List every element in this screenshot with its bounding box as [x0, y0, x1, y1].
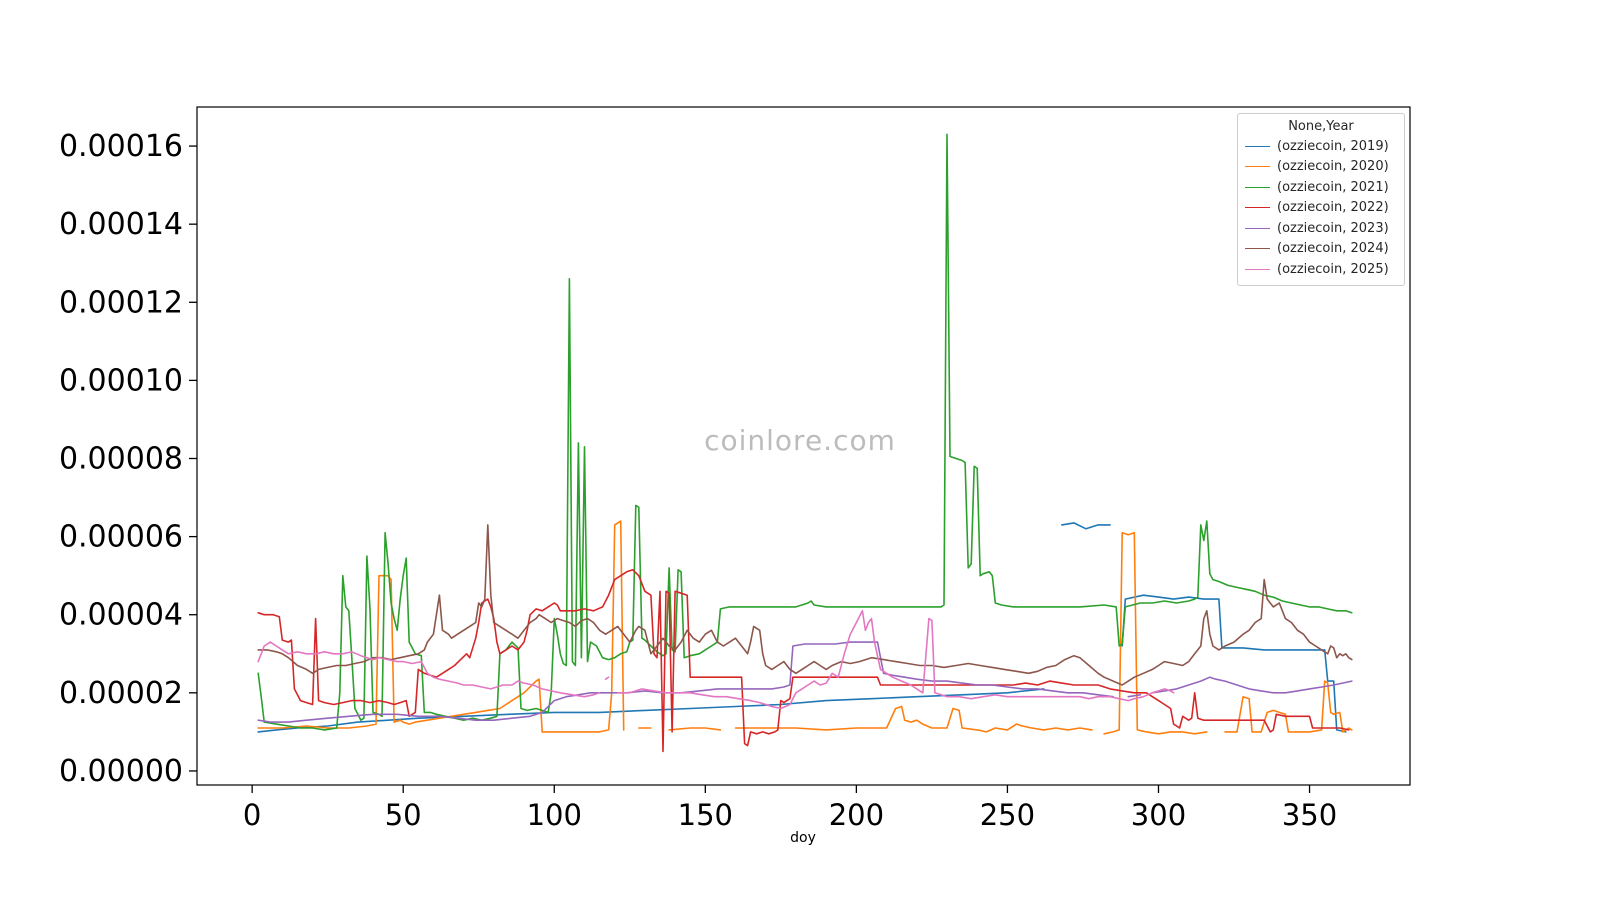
legend-entry-5: (ozziecoin, 2024) [1245, 239, 1397, 260]
x-tick-label: 50 [385, 798, 422, 832]
series-line-2 [257, 133, 1353, 731]
y-tick-label: 0.00004 [59, 598, 183, 633]
plot-border [196, 106, 1411, 786]
legend-label: (ozziecoin, 2022) [1277, 200, 1389, 216]
legend-label: (ozziecoin, 2020) [1277, 159, 1389, 175]
legend-label: (ozziecoin, 2021) [1277, 179, 1389, 195]
series-line-0 [257, 522, 1347, 733]
legend-label: (ozziecoin, 2024) [1277, 241, 1389, 257]
legend-line-swatch [1245, 186, 1270, 188]
y-tick-label: 0.00014 [59, 207, 183, 242]
legend-line-swatch [1245, 227, 1270, 229]
legend-label: (ozziecoin, 2019) [1277, 138, 1389, 154]
legend-entry-6: (ozziecoin, 2025) [1245, 259, 1397, 280]
legend-label: (ozziecoin, 2025) [1277, 261, 1389, 277]
legend-line-swatch [1245, 145, 1270, 147]
y-tick-label: 0.00012 [59, 285, 183, 320]
x-tick-label: 200 [829, 798, 884, 832]
legend-entry-4: (ozziecoin, 2023) [1245, 218, 1397, 239]
y-tick-label: 0.00000 [59, 754, 183, 789]
legend-line-swatch [1245, 207, 1270, 209]
x-tick-label: 150 [678, 798, 733, 832]
legend-entry-3: (ozziecoin, 2022) [1245, 198, 1397, 219]
y-tick-label: 0.00008 [59, 441, 183, 476]
legend-entry-2: (ozziecoin, 2021) [1245, 177, 1397, 198]
x-axis-label: doy [790, 830, 816, 846]
series-line-5 [257, 524, 1353, 686]
legend-title: None,Year [1288, 119, 1354, 134]
legend-line-swatch [1245, 248, 1270, 250]
legend-entry-1: (ozziecoin, 2020) [1245, 157, 1397, 178]
y-tick-label: 0.00002 [59, 676, 183, 711]
x-tick-label: 350 [1282, 798, 1337, 832]
series-line-6 [257, 610, 1175, 710]
y-tick-label: 0.00016 [59, 129, 183, 164]
watermark: coinlore.com [704, 424, 896, 457]
x-tick-label: 300 [1131, 798, 1186, 832]
y-tick-label: 0.00010 [59, 363, 183, 398]
legend: None,Year (ozziecoin, 2019) (ozziecoin, 2… [1237, 113, 1405, 286]
series-line-4 [257, 641, 1353, 723]
y-tick-label: 0.00006 [59, 520, 183, 555]
x-tick-label: 0 [243, 798, 261, 832]
legend-entry-0: (ozziecoin, 2019) [1245, 136, 1397, 157]
series-line-1 [257, 520, 1353, 735]
x-tick-label: 250 [980, 798, 1035, 832]
legend-line-swatch [1245, 268, 1270, 270]
x-tick-label: 100 [527, 798, 582, 832]
legend-label: (ozziecoin, 2023) [1277, 220, 1389, 236]
legend-line-swatch [1245, 166, 1270, 168]
